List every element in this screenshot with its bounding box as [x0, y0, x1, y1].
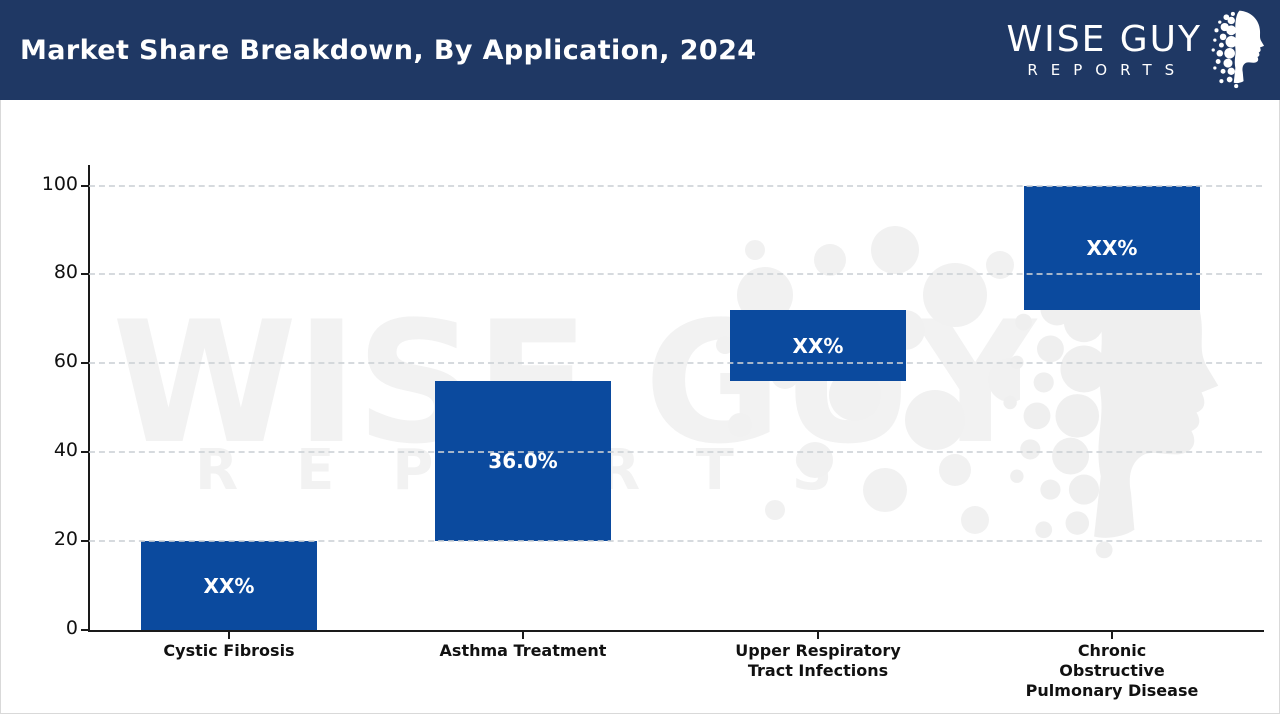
x-axis-line	[88, 630, 1264, 632]
grid-line	[89, 540, 1262, 543]
header-bar: Market Share Breakdown, By Application, …	[0, 0, 1280, 100]
brand-name: WISE GUY	[1006, 19, 1202, 60]
y-tick-label: 20	[53, 528, 78, 551]
bar	[141, 541, 317, 630]
brand-subname: REPORTS	[1027, 61, 1188, 79]
bar-value-label: XX%	[792, 333, 844, 358]
y-tick-label: 60	[53, 350, 78, 373]
y-tick-label: 80	[53, 261, 78, 284]
wise-guy-head-icon	[1208, 9, 1266, 91]
y-tick-label: 100	[41, 172, 78, 195]
bar-value-label: XX%	[203, 573, 255, 598]
watermark-dots-icon	[716, 226, 1020, 534]
x-axis-tick	[228, 632, 230, 639]
grid-line	[89, 451, 1262, 454]
y-tick-label: 40	[53, 439, 78, 462]
x-axis-tick	[1111, 632, 1113, 639]
x-category-label: Chronic Obstructive Pulmonary Disease	[1025, 641, 1199, 700]
bar	[1024, 185, 1200, 310]
bar-value-label: 36.0%	[488, 449, 558, 474]
brand-logo: WISE GUY REPORTS	[1007, 8, 1267, 92]
bar	[730, 309, 906, 382]
x-axis-tick	[817, 632, 819, 639]
brand-wordmark: WISE GUY REPORTS	[1006, 19, 1203, 80]
y-axis-tick	[81, 362, 89, 365]
x-category-label: Asthma Treatment	[439, 641, 607, 660]
bar-value-label: XX%	[1086, 235, 1138, 260]
page-title: Market Share Breakdown, By Application, …	[20, 35, 757, 66]
y-axis-line	[88, 165, 90, 632]
grid-line	[89, 273, 1262, 276]
y-axis-tick	[81, 273, 89, 276]
y-axis-tick	[81, 451, 89, 454]
x-category-label: Cystic Fibrosis	[163, 641, 295, 660]
bar	[435, 381, 611, 542]
y-axis-tick	[81, 629, 89, 631]
y-axis-tick	[81, 184, 89, 187]
grid-line	[89, 184, 1262, 187]
x-axis-tick	[522, 632, 524, 639]
y-tick-label: 0	[65, 617, 78, 639]
y-axis-tick	[81, 540, 89, 543]
grid-line	[89, 362, 1262, 365]
x-category-label: Upper Respiratory Tract Infections	[735, 641, 901, 680]
